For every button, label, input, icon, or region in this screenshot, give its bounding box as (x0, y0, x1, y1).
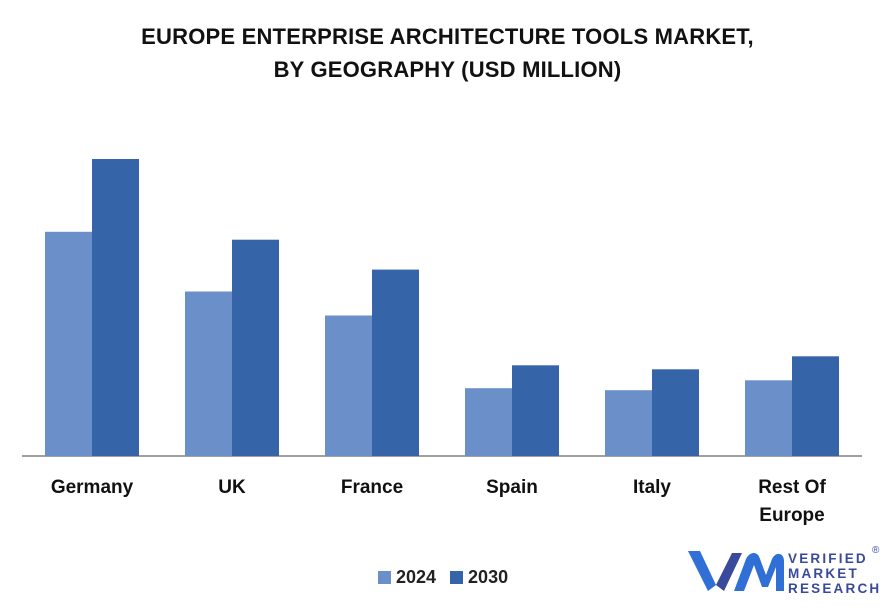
x-tick-label: Italy (633, 477, 671, 498)
legend-item-2030: 2030 (450, 567, 508, 588)
x-tick-label: Spain (486, 477, 538, 498)
bar-2030-germany (92, 159, 139, 456)
vmr-logo-mark-icon (688, 551, 784, 591)
legend-item-2024: 2024 (378, 567, 436, 588)
x-tick-label: UK (218, 477, 246, 498)
bar-2024-france (325, 315, 372, 456)
chart-title-line-2: BY GEOGRAPHY (USD MILLION) (273, 57, 622, 82)
bar-2024-uk (185, 291, 232, 456)
bar-2030-uk (232, 239, 279, 456)
registered-mark: ® (872, 545, 880, 556)
bar-2024-germany (45, 231, 92, 457)
bar-2030-spain (512, 365, 559, 456)
vmr-logo: VERIFIED MARKET RESEARCH ® (686, 545, 886, 601)
legend-label-2024: 2024 (396, 567, 437, 587)
vmr-logo-line-1: VERIFIED (788, 551, 868, 566)
x-tick-label: France (341, 477, 403, 498)
vmr-logo-line-3: RESEARCH (788, 581, 882, 596)
bar-2030-italy (652, 369, 699, 456)
chart-title: EUROPE ENTERPRISE ARCHITECTURE TOOLS MAR… (0, 20, 895, 86)
legend-swatch-2024 (378, 571, 391, 584)
vmr-logo-text: VERIFIED MARKET RESEARCH (788, 551, 881, 596)
x-tick-label: Rest Of Europe (758, 477, 826, 526)
vmr-logo-line-2: MARKET (788, 566, 859, 581)
legend-label-2030: 2030 (468, 567, 509, 587)
chart-title-line-1: EUROPE ENTERPRISE ARCHITECTURE TOOLS MAR… (141, 24, 754, 49)
legend-swatch-2030 (450, 571, 464, 584)
bar-2024-rest-of-europe (745, 380, 792, 456)
bar-2024-spain (465, 388, 512, 456)
bar-2030-rest-of-europe (792, 356, 839, 456)
x-tick-label: Germany (51, 477, 134, 498)
bar-2024-italy (605, 390, 652, 456)
legend: 2024 2030 (378, 567, 522, 588)
bar-2030-france (372, 269, 419, 456)
